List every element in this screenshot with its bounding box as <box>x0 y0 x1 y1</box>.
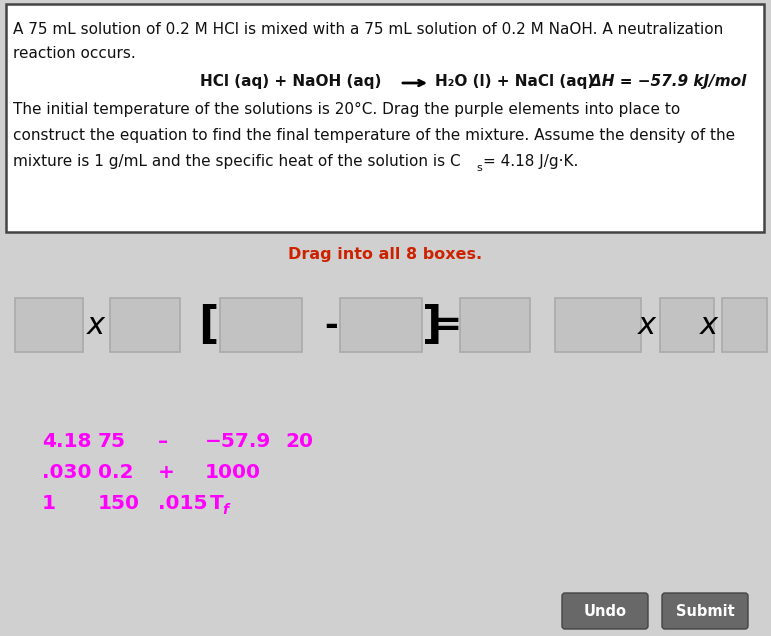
Text: mixture is 1 g/mL and the specific heat of the solution is C: mixture is 1 g/mL and the specific heat … <box>13 154 460 169</box>
Text: 0.2: 0.2 <box>98 463 133 482</box>
FancyBboxPatch shape <box>6 4 764 232</box>
FancyBboxPatch shape <box>110 298 180 352</box>
Text: 4.18: 4.18 <box>42 432 92 451</box>
Text: Undo: Undo <box>584 604 627 618</box>
FancyBboxPatch shape <box>555 298 641 352</box>
FancyBboxPatch shape <box>660 298 714 352</box>
Text: = 4.18 J/g·K.: = 4.18 J/g·K. <box>483 154 578 169</box>
Text: 1000: 1000 <box>205 463 261 482</box>
FancyBboxPatch shape <box>722 298 767 352</box>
Text: construct the equation to find the final temperature of the mixture. Assume the : construct the equation to find the final… <box>13 128 735 143</box>
Text: H₂O (l) + NaCl (aq): H₂O (l) + NaCl (aq) <box>435 74 594 89</box>
Text: -: - <box>324 308 338 342</box>
Text: –: – <box>158 432 168 451</box>
Text: .015: .015 <box>158 494 207 513</box>
Text: $\mathit{x}$: $\mathit{x}$ <box>638 310 658 340</box>
Text: The initial temperature of the solutions is 20°C. Drag the purple elements into : The initial temperature of the solutions… <box>13 102 680 117</box>
Text: [: [ <box>198 303 218 347</box>
FancyBboxPatch shape <box>662 593 748 629</box>
Text: T: T <box>210 494 224 513</box>
Text: =: = <box>433 308 461 342</box>
Text: Drag into all 8 boxes.: Drag into all 8 boxes. <box>288 247 482 262</box>
Text: $\mathit{x}$: $\mathit{x}$ <box>86 310 107 340</box>
FancyBboxPatch shape <box>220 298 302 352</box>
Text: 1: 1 <box>42 494 56 513</box>
Text: −57.9: −57.9 <box>205 432 271 451</box>
Text: $\mathit{x}$: $\mathit{x}$ <box>699 310 721 340</box>
Text: ΔH = −57.9 kJ/mol: ΔH = −57.9 kJ/mol <box>590 74 746 89</box>
FancyBboxPatch shape <box>562 593 648 629</box>
Text: reaction occurs.: reaction occurs. <box>13 46 136 61</box>
Text: 75: 75 <box>98 432 126 451</box>
Text: s: s <box>476 163 482 173</box>
FancyBboxPatch shape <box>15 298 83 352</box>
Text: +: + <box>158 463 175 482</box>
FancyBboxPatch shape <box>460 298 530 352</box>
FancyBboxPatch shape <box>340 298 422 352</box>
Text: 150: 150 <box>98 494 140 513</box>
Text: HCl (aq) + NaOH (aq): HCl (aq) + NaOH (aq) <box>200 74 382 89</box>
Text: f: f <box>222 503 228 517</box>
Text: 20: 20 <box>285 432 313 451</box>
Text: Submit: Submit <box>675 604 734 618</box>
Text: ]: ] <box>422 303 443 347</box>
Text: A 75 mL solution of 0.2 M HCl is mixed with a 75 mL solution of 0.2 M NaOH. A ne: A 75 mL solution of 0.2 M HCl is mixed w… <box>13 22 723 37</box>
Text: .030: .030 <box>42 463 92 482</box>
